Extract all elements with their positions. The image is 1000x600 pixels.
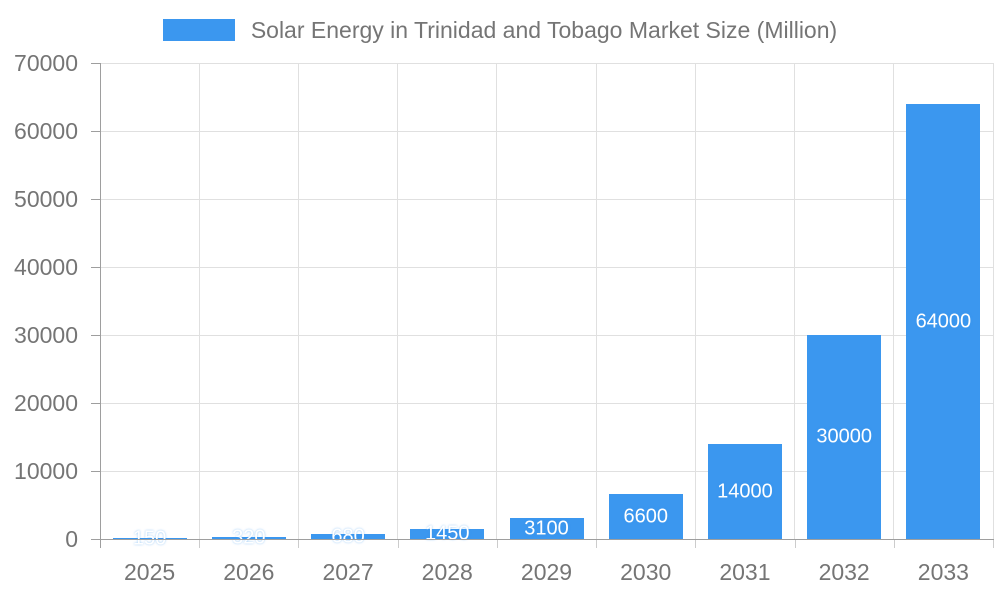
h-gridline — [100, 334, 993, 336]
x-tick — [199, 540, 201, 548]
x-tick — [893, 540, 895, 548]
x-tick-label: 2031 — [719, 559, 771, 585]
y-tick-label: 10000 — [14, 458, 78, 484]
bar-2028[interactable]: 1450 — [410, 523, 485, 545]
x-tick — [794, 540, 796, 548]
bar-value-label: 14000 — [717, 480, 773, 502]
v-gridline — [198, 63, 200, 539]
y-tick-label: 30000 — [14, 322, 78, 348]
y-tick — [91, 131, 100, 132]
y-tick-label: 50000 — [14, 186, 78, 212]
h-gridline — [100, 266, 993, 268]
x-tick — [496, 540, 498, 548]
x-tick — [397, 540, 399, 548]
bar-2030[interactable]: 6600 — [608, 494, 683, 539]
y-tick-label: 40000 — [14, 254, 78, 280]
y-tick — [91, 267, 100, 268]
y-tick-label: 60000 — [14, 118, 78, 144]
y-tick — [91, 471, 100, 472]
legend-swatch-icon — [162, 19, 235, 41]
bar-value-label: 680 — [331, 525, 365, 547]
y-tick-label: 20000 — [14, 390, 78, 416]
v-gridline — [992, 63, 994, 539]
y-tick — [91, 199, 100, 200]
x-tick-label: 2027 — [322, 559, 374, 585]
bar-2031[interactable]: 14000 — [707, 444, 782, 539]
bar-value-label: 30000 — [816, 425, 872, 448]
y-tick — [91, 335, 100, 336]
v-gridline — [496, 63, 498, 539]
x-tick-label: 2033 — [917, 559, 969, 585]
h-gridline — [100, 402, 993, 404]
bar-2033[interactable]: 64000 — [906, 104, 981, 539]
y-axis-line — [100, 63, 101, 548]
y-tick — [91, 63, 100, 64]
v-gridline — [397, 63, 399, 539]
h-gridline — [100, 62, 993, 64]
x-tick — [298, 540, 300, 548]
x-tick — [993, 540, 994, 548]
x-tick — [596, 540, 598, 548]
x-tick-label: 2030 — [620, 559, 672, 585]
y-tick — [91, 403, 100, 404]
v-gridline — [595, 63, 597, 539]
bar-value-label: 320 — [232, 526, 266, 549]
bar-2029[interactable]: 3100 — [509, 517, 584, 539]
bar-value-label: 6600 — [623, 505, 668, 527]
plot-area: 150 320 680 1450 3100 6600 14000 30000 64000 — [100, 62, 994, 549]
y-tick-label: 0 — [65, 526, 78, 552]
chart-title: Solar Energy in Trinidad and Tobago Mark… — [250, 16, 838, 43]
v-gridline — [794, 63, 796, 539]
h-gridline — [100, 198, 993, 200]
bar-value-label: 3100 — [524, 517, 569, 539]
x-tick-label: 2028 — [421, 559, 473, 585]
legend-item[interactable]: Solar Energy in Trinidad and Tobago Mark… — [0, 17, 1000, 43]
bar-value-label: 1450 — [425, 522, 470, 545]
x-axis-line — [94, 539, 994, 540]
y-tick-label: 70000 — [14, 50, 78, 76]
bar-2032[interactable]: 30000 — [807, 335, 882, 539]
x-tick — [695, 540, 697, 548]
x-tick-label: 2026 — [223, 559, 275, 585]
x-tick-label: 2025 — [124, 559, 176, 585]
x-tick-label: 2029 — [520, 559, 573, 585]
y-tick — [91, 539, 100, 540]
h-gridline — [100, 470, 993, 472]
bar-value-label: 64000 — [915, 310, 972, 332]
v-gridline — [297, 63, 299, 539]
h-gridline — [100, 130, 993, 132]
v-gridline — [893, 63, 895, 539]
v-gridline — [694, 63, 696, 539]
x-tick-label: 2032 — [818, 559, 870, 585]
